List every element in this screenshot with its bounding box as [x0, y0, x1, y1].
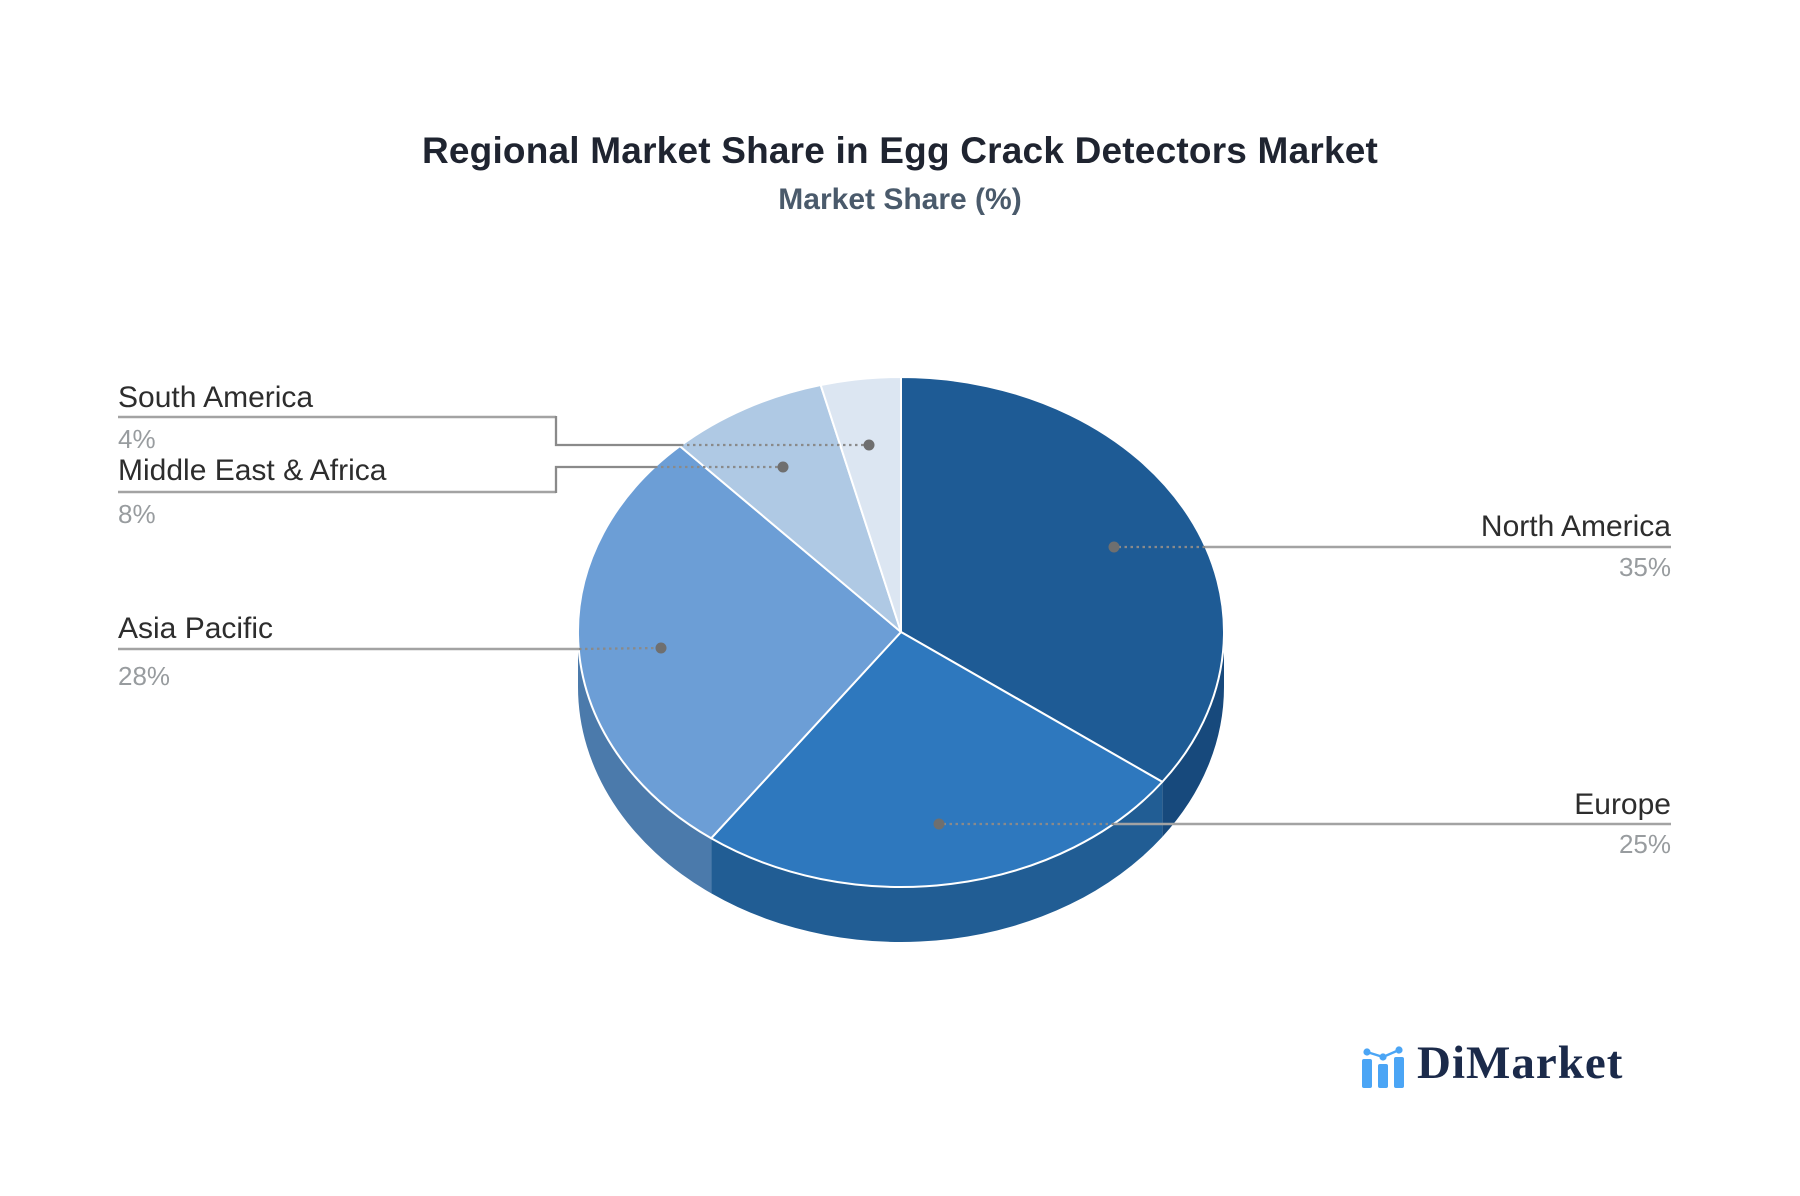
south-america-elbow: [554, 416, 681, 447]
dimarket-logo[interactable]: DiMarket: [1360, 1038, 1623, 1088]
callout-label-asia-pacific: Asia Pacific: [118, 612, 274, 645]
logo-text: DiMarket: [1417, 1037, 1624, 1089]
asia-pacific-leader-dot: [655, 642, 667, 654]
callout-label-south-america: South America: [118, 381, 314, 414]
callout-label-middle-east-africa: Middle East & Africa: [118, 454, 387, 487]
pie-slice-side-north-america: [1162, 632, 1224, 837]
callout-value-south-america: 4%: [118, 424, 156, 454]
callout-value-asia-pacific: 28%: [118, 661, 171, 691]
chart-title: Regional Market Share in Egg Crack Detec…: [421, 130, 1379, 171]
pie-slice-south-america[interactable]: [819, 376, 902, 633]
chart-subtitle: Market Share (%): [778, 183, 1022, 216]
callout-label-europe: Europe: [1574, 788, 1671, 821]
pie-slice-middle-east-africa[interactable]: [678, 384, 902, 633]
south-america-leader-dot: [863, 439, 875, 451]
middle-east-africa-leader-dot: [777, 461, 789, 473]
north-america-leader-dot: [1108, 541, 1120, 553]
pie-slice-north-america[interactable]: [900, 376, 1225, 783]
pie-slice-side-asia-pacific: [578, 632, 712, 894]
callout-value-europe: 25%: [1618, 829, 1671, 859]
europe-leader-dot: [933, 818, 945, 830]
callout-label-north-america: North America: [1480, 510, 1671, 543]
middle-east-africa-elbow: [554, 465, 655, 493]
bar-line-chart-icon: [1362, 1046, 1404, 1088]
callout-value-middle-east-africa: 8%: [118, 499, 156, 529]
pie-slice-side-europe: [711, 781, 1163, 942]
pie-slice-europe[interactable]: [710, 631, 1164, 888]
asia-pacific-leader: [578, 646, 662, 651]
callout-value-north-america: 35%: [1618, 552, 1671, 582]
